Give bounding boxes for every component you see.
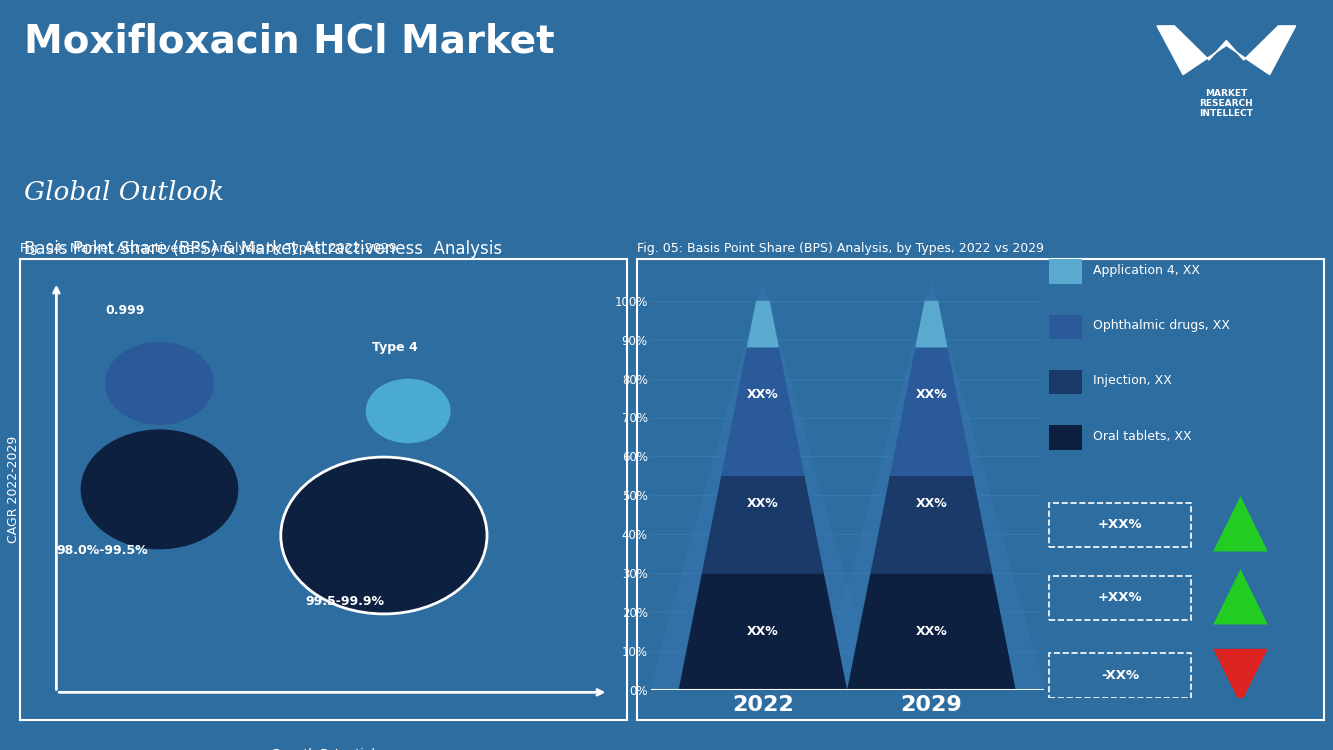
Circle shape: [365, 379, 451, 443]
Text: Global Outlook: Global Outlook: [24, 180, 224, 205]
Text: XX%: XX%: [916, 388, 948, 400]
Polygon shape: [746, 301, 778, 347]
Circle shape: [80, 430, 239, 549]
Text: Basis Point Share (BPS) & Market Attractiveness  Analysis: Basis Point Share (BPS) & Market Attract…: [24, 240, 503, 258]
Circle shape: [105, 342, 215, 424]
Text: 0.999: 0.999: [105, 304, 144, 317]
Text: 98.0%-99.5%: 98.0%-99.5%: [56, 544, 148, 557]
Text: CAGR 2022-2029: CAGR 2022-2029: [7, 436, 20, 543]
Text: Type 4: Type 4: [372, 341, 417, 354]
Bar: [1049, 260, 1082, 284]
Text: INTELLECT: INTELLECT: [1200, 109, 1253, 118]
Text: Oral tablets, XX: Oral tablets, XX: [1093, 430, 1192, 442]
Polygon shape: [870, 476, 992, 573]
Text: MARKET: MARKET: [1205, 89, 1248, 98]
Text: +XX%: +XX%: [1098, 518, 1142, 532]
Text: Application 4, XX: Application 4, XX: [1093, 264, 1200, 277]
Text: XX%: XX%: [916, 625, 948, 638]
Text: XX%: XX%: [746, 388, 778, 400]
Polygon shape: [1157, 26, 1296, 75]
Bar: [1049, 314, 1082, 339]
Polygon shape: [1213, 496, 1268, 551]
Text: XX%: XX%: [746, 496, 778, 510]
Text: XX%: XX%: [746, 625, 778, 638]
Text: +XX%: +XX%: [1098, 592, 1142, 604]
Polygon shape: [848, 573, 1016, 690]
Text: XX%: XX%: [916, 496, 948, 510]
Polygon shape: [678, 573, 848, 690]
Polygon shape: [1213, 649, 1268, 704]
Polygon shape: [817, 281, 1045, 690]
Text: Injection, XX: Injection, XX: [1093, 374, 1172, 388]
Text: RESEARCH: RESEARCH: [1200, 99, 1253, 108]
Polygon shape: [649, 281, 877, 690]
Text: Fig. 04: Market Attractiveness Analysis by Types, 2022-2029: Fig. 04: Market Attractiveness Analysis …: [20, 242, 397, 255]
Polygon shape: [721, 347, 805, 476]
Text: Fig. 05: Basis Point Share (BPS) Analysis, by Types, 2022 vs 2029: Fig. 05: Basis Point Share (BPS) Analysi…: [637, 242, 1044, 255]
Circle shape: [281, 457, 487, 614]
Text: Moxifloxacin HCl Market: Moxifloxacin HCl Market: [24, 22, 555, 61]
Polygon shape: [916, 301, 948, 347]
Text: -XX%: -XX%: [1101, 669, 1140, 682]
Text: Ophthalmic drugs, XX: Ophthalmic drugs, XX: [1093, 319, 1230, 332]
Bar: [1049, 425, 1082, 449]
Text: Growth Potential: Growth Potential: [271, 748, 376, 750]
Polygon shape: [1213, 569, 1268, 625]
Polygon shape: [702, 476, 824, 573]
Bar: [1049, 370, 1082, 394]
Polygon shape: [889, 347, 973, 476]
Text: 99.5-99.9%: 99.5-99.9%: [305, 595, 384, 608]
